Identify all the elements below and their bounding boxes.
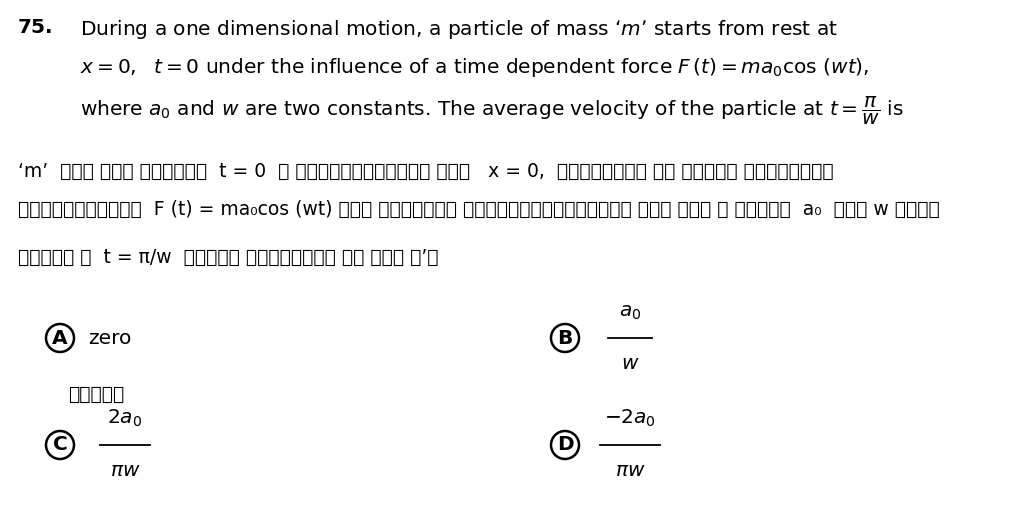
Text: During a one dimensional motion, a particle of mass ‘$m$’ starts from rest at: During a one dimensional motion, a parti… [80, 18, 838, 41]
Text: where $a_0$ and $w$ are two constants. The average velocity of the particle at $: where $a_0$ and $w$ are two constants. T… [80, 95, 904, 127]
Text: zero: zero [88, 328, 131, 347]
Text: $-2a_0$: $-2a_0$ [604, 408, 656, 429]
Text: 75.: 75. [18, 18, 53, 37]
Text: $2a_0$: $2a_0$ [108, 408, 142, 429]
Text: ‘m’  ভৰৰ এটা কণিকাই  t = 0  ত ষ্থিতাৰষ্থাৰ পৰা   x = 0,  অৰষ্থানত এক সময়ৰ সাপেক: ‘m’ ভৰৰ এটা কণিকাই t = 0 ত ষ্থিতাৰষ্থাৰ … [18, 162, 834, 181]
Text: শূন্য: শূন্য [68, 385, 124, 404]
Text: $a_0$: $a_0$ [618, 303, 641, 322]
Text: B: B [557, 328, 572, 347]
Text: $w$: $w$ [621, 354, 639, 373]
Text: ৰ্সৰক ।  t = π/w  সময়ত কণিকাটোৰ গড় ৱেগ হ’ৱ: ৰ্সৰক । t = π/w সময়ত কণিকাটোৰ গড় ৱেগ হ’… [18, 248, 438, 267]
Text: $\pi w$: $\pi w$ [110, 461, 140, 480]
Text: D: D [557, 436, 573, 455]
Text: $\pi w$: $\pi w$ [614, 461, 645, 480]
Text: C: C [52, 436, 68, 455]
Text: A: A [52, 328, 68, 347]
Text: $x = 0,\ \ t = 0$ under the influence of a time dependent force $F\,(t) = ma_0\c: $x = 0,\ \ t = 0$ under the influence of… [80, 56, 869, 79]
Text: পৰিৱৰ্তনশীল  F (t) = ma₀cos (wt) ৱলৰ প্ৰভাৰত একমাৰ্ত্ৰিকভাৰে গতি কৰে । ইয়াত  a₀: পৰিৱৰ্তনশীল F (t) = ma₀cos (wt) ৱলৰ প্ৰভ… [18, 200, 940, 219]
